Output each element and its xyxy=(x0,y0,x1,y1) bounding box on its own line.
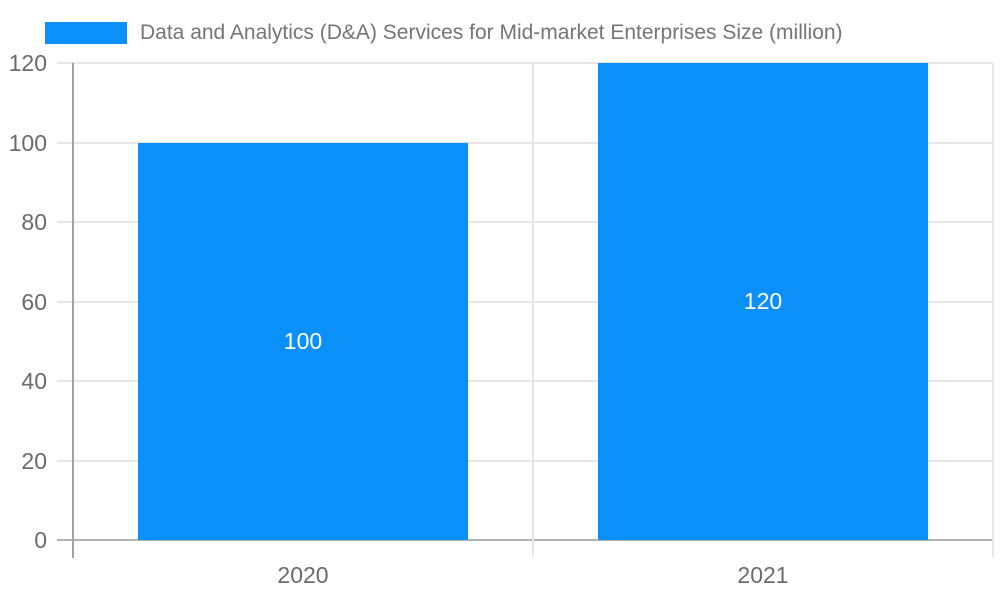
legend-label: Data and Analytics (D&A) Services for Mi… xyxy=(140,20,843,44)
gridline xyxy=(57,300,993,303)
bar-value-label: 100 xyxy=(283,327,323,354)
gridline xyxy=(57,62,993,64)
gridline xyxy=(57,459,993,462)
category-boundary-line xyxy=(992,63,994,557)
gridline xyxy=(57,141,993,144)
plot-area: 100 120 xyxy=(57,62,994,558)
y-tick-label: 40 xyxy=(21,368,47,394)
y-tick-label: 20 xyxy=(21,447,47,474)
y-axis-line xyxy=(72,63,74,558)
category-boundary-line xyxy=(532,63,534,557)
bar-2021[interactable]: 120 xyxy=(598,63,928,540)
y-tick-label: 100 xyxy=(8,129,47,156)
x-axis-label: 2020 xyxy=(277,562,329,588)
gridline xyxy=(57,221,993,223)
y-tick-label: 60 xyxy=(21,288,47,315)
legend-swatch xyxy=(45,21,127,44)
bar-2020[interactable]: 100 xyxy=(138,142,468,540)
y-tick-label: 80 xyxy=(21,209,47,235)
bar-value-label: 120 xyxy=(743,288,783,314)
gridline xyxy=(57,380,993,382)
y-tick-label: 120 xyxy=(8,50,47,76)
legend: Data and Analytics (D&A) Services for Mi… xyxy=(45,20,843,45)
x-axis-label: 2021 xyxy=(737,562,789,588)
y-tick-label: 0 xyxy=(34,527,47,553)
x-axis-line xyxy=(57,539,993,541)
